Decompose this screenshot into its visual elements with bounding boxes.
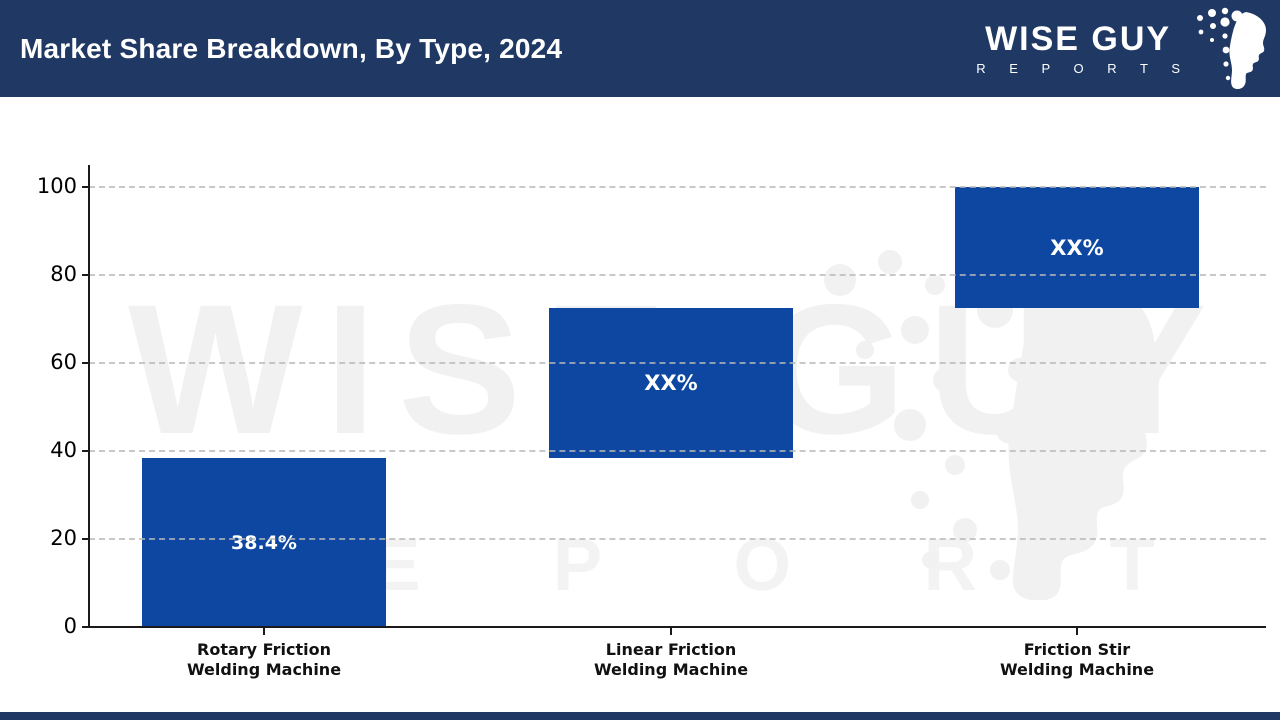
y-tick-mark — [82, 626, 89, 628]
x-axis-spine — [88, 626, 1266, 628]
bar-value-label: XX% — [644, 371, 698, 395]
y-axis-spine — [88, 165, 90, 628]
header-bar: Market Share Breakdown, By Type, 2024 WI… — [0, 0, 1280, 97]
grid-line — [89, 274, 1266, 277]
wiseguy-logo: WISE GUY R E P O R T S — [966, 6, 1270, 92]
x-tick-mark — [670, 628, 672, 635]
bar-value-label: 38.4% — [231, 531, 297, 554]
x-axis-label-line: Rotary Friction — [197, 640, 331, 659]
logo-wordmark: WISE GUY — [985, 20, 1172, 58]
x-axis-label-line: Welding Machine — [593, 660, 749, 679]
y-tick-label: 0 — [63, 614, 77, 638]
x-axis-label-line: Linear Friction — [605, 640, 737, 659]
y-tick-mark — [82, 186, 89, 189]
x-axis-label-line: Welding Machine — [999, 660, 1155, 679]
x-tick-mark — [263, 628, 265, 635]
x-axis-label-line: Welding Machine — [186, 660, 342, 679]
grid-line — [89, 450, 1266, 453]
y-tick-mark — [82, 274, 89, 277]
y-tick-label: 20 — [50, 526, 77, 551]
y-tick-label: 100 — [36, 174, 77, 199]
wiseguy-face-icon — [1197, 7, 1266, 89]
bar: XX% — [955, 187, 1199, 308]
x-axis-label: Friction Stir Welding Machine — [937, 640, 1217, 680]
y-tick-mark — [82, 450, 89, 453]
y-tick-label: 40 — [50, 438, 77, 463]
grid-line — [89, 186, 1266, 189]
x-axis-label: Linear Friction Welding Machine — [531, 640, 811, 680]
x-axis-label: Rotary Friction Welding Machine — [124, 640, 404, 680]
x-tick-mark — [1076, 628, 1078, 635]
grid-line — [89, 362, 1266, 365]
logo-reports-label: R E P O R T S — [976, 61, 1190, 76]
y-tick-label: 60 — [50, 350, 77, 375]
grid-line — [89, 538, 1266, 541]
x-axis-label-line: Friction Stir — [1023, 640, 1131, 659]
page-title: Market Share Breakdown, By Type, 2024 — [20, 32, 563, 64]
y-tick-label: 80 — [50, 262, 77, 287]
bar: XX% — [549, 307, 793, 459]
footer-bar — [0, 712, 1280, 720]
watermark-face-dots — [824, 250, 1155, 600]
bar-value-label: XX% — [1050, 235, 1104, 260]
wiseguy-logo-text: WISE GUY R E P O R T S — [966, 22, 1190, 75]
y-tick-mark — [82, 362, 89, 365]
bar: 38.4% — [142, 458, 386, 627]
y-tick-mark — [82, 538, 89, 541]
